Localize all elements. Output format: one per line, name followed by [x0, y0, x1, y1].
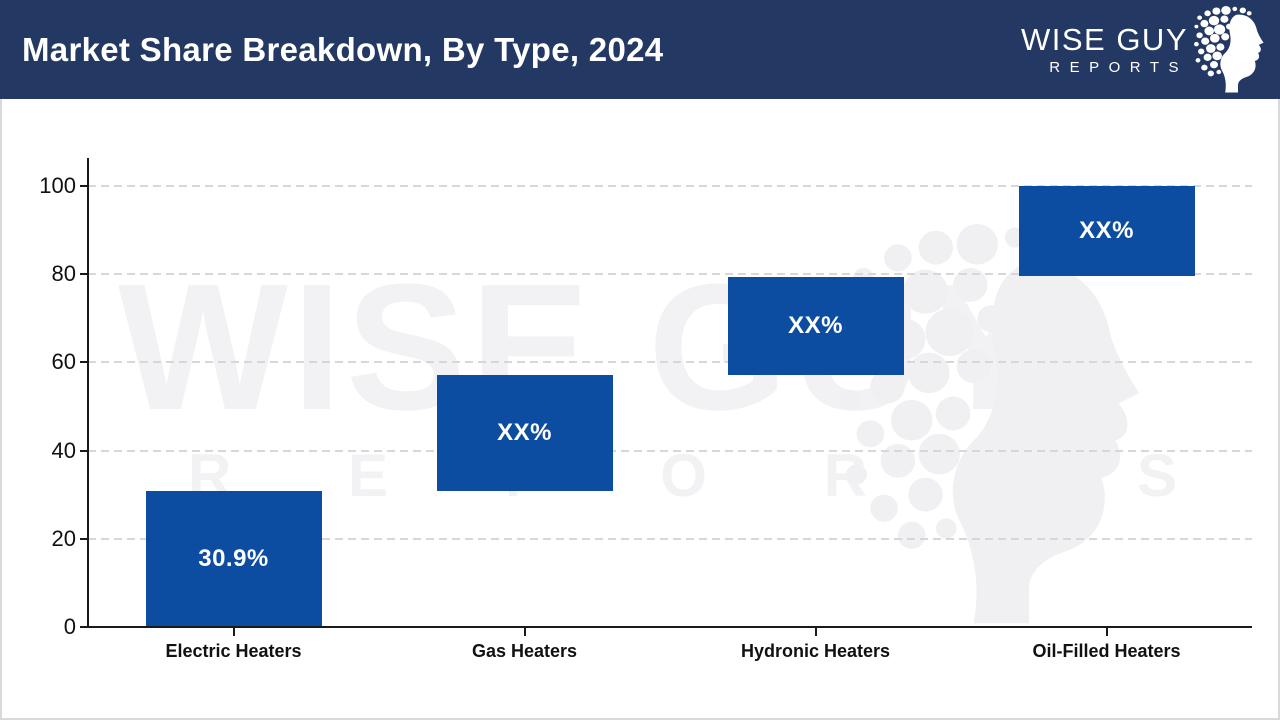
x-category-label-hydronic-heaters: Hydronic Heaters [740, 641, 891, 661]
bar-electric-heaters: 30.9% [145, 490, 322, 627]
chart-title: Market Share Breakdown, By Type, 2024 [22, 30, 664, 68]
y-tick-mark-0 [80, 626, 88, 628]
y-tick-label-20: 20 [51, 525, 76, 551]
x-tick-mark-gas-heaters [523, 628, 526, 636]
x-category-label-electric-heaters: Electric Heaters [165, 641, 302, 661]
logo: WISE GUY REPORTS [1021, 4, 1270, 96]
x-category-label-oil-filled-heaters: Oil-Filled Heaters [1032, 641, 1181, 661]
x-category-label-gas-heaters: Gas Heaters [471, 641, 578, 661]
y-tick-mark-40 [80, 449, 88, 452]
y-tick-label-100: 100 [39, 173, 76, 198]
page-border-right [1278, 99, 1280, 720]
y-tick-label-60: 60 [51, 349, 76, 375]
logo-wordmark-line2: REPORTS [1049, 59, 1188, 76]
y-tick-mark-100 [80, 185, 88, 187]
page-border-left [0, 99, 2, 720]
bar-value-label-hydronic-heaters: XX% [788, 312, 843, 339]
x-tick-mark-oil-filled-heaters [1105, 628, 1108, 636]
y-axis-line [87, 158, 89, 628]
bar-value-label-electric-heaters: 30.9% [198, 544, 269, 572]
y-tick-label-80: 80 [51, 261, 76, 287]
gridline-100 [88, 185, 1252, 187]
gridline-80 [88, 273, 1252, 276]
bar-value-label-gas-heaters: XX% [497, 418, 552, 446]
y-tick-mark-80 [80, 273, 88, 276]
gridline-20 [88, 537, 1252, 540]
y-tick-mark-60 [80, 361, 88, 364]
bar-gas-heaters: XX% [436, 374, 613, 491]
page-border-bottom [0, 718, 1280, 720]
gridline-60 [88, 361, 1252, 364]
y-tick-label-40: 40 [51, 437, 76, 463]
y-tick-label-0: 0 [63, 614, 76, 639]
logo-head-icon [1194, 6, 1264, 93]
x-axis-line [87, 626, 1252, 628]
header-bar: Market Share Breakdown, By Type, 2024 WI… [0, 0, 1280, 99]
logo-wordmark-line1: WISE GUY [1020, 22, 1188, 57]
x-tick-mark-electric-heaters [232, 628, 235, 636]
y-tick-mark-20 [80, 537, 88, 540]
gridline-40 [88, 449, 1252, 452]
logo-wordmark: WISE GUY REPORTS [1021, 24, 1188, 76]
bar-value-label-oil-filled-heaters: XX% [1079, 216, 1134, 244]
x-tick-mark-hydronic-heaters [814, 628, 817, 636]
